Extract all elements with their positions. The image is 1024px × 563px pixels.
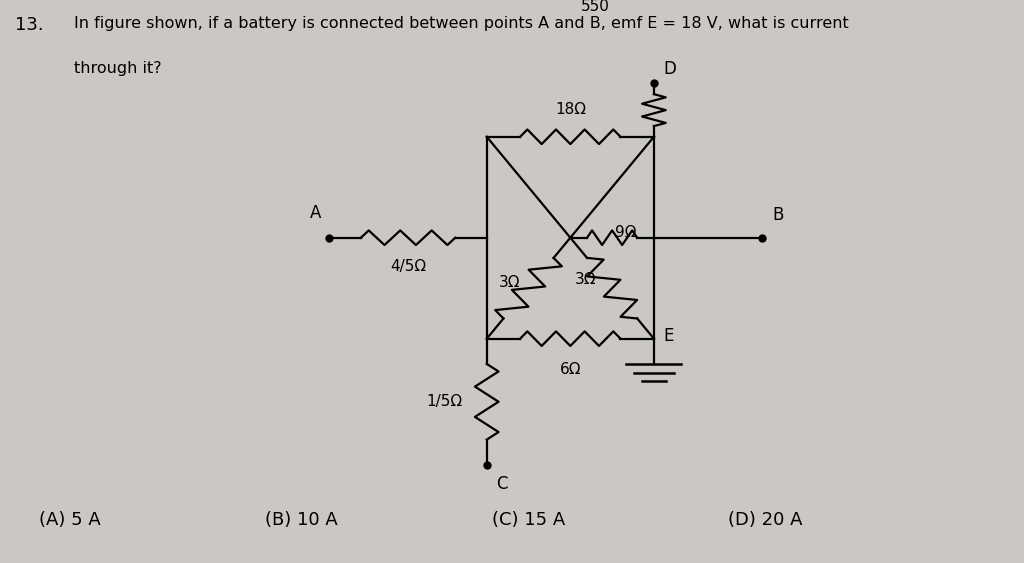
Text: (D) 20 A: (D) 20 A [728,511,802,529]
Text: 18Ω: 18Ω [555,102,586,117]
Text: 3Ω: 3Ω [499,275,520,290]
Text: C: C [497,475,508,493]
Text: through it?: through it? [74,61,162,76]
Text: In figure shown, if a battery is connected between points A and B, emf E = 18 V,: In figure shown, if a battery is connect… [74,16,849,31]
Text: 9Ω: 9Ω [614,225,636,240]
Text: 13.: 13. [14,16,43,34]
Text: (C) 15 A: (C) 15 A [492,511,565,529]
Text: E: E [664,327,674,345]
Text: 6Ω: 6Ω [559,362,581,377]
Text: A: A [310,204,322,222]
Text: 4/5Ω: 4/5Ω [390,259,426,274]
Text: (B) 10 A: (B) 10 A [265,511,338,529]
Text: D: D [664,60,677,78]
Text: 3Ω: 3Ω [575,272,597,287]
Text: 550: 550 [581,0,609,15]
Text: B: B [772,205,783,224]
Text: (A) 5 A: (A) 5 A [39,511,101,529]
Text: 1/5Ω: 1/5Ω [426,394,462,409]
